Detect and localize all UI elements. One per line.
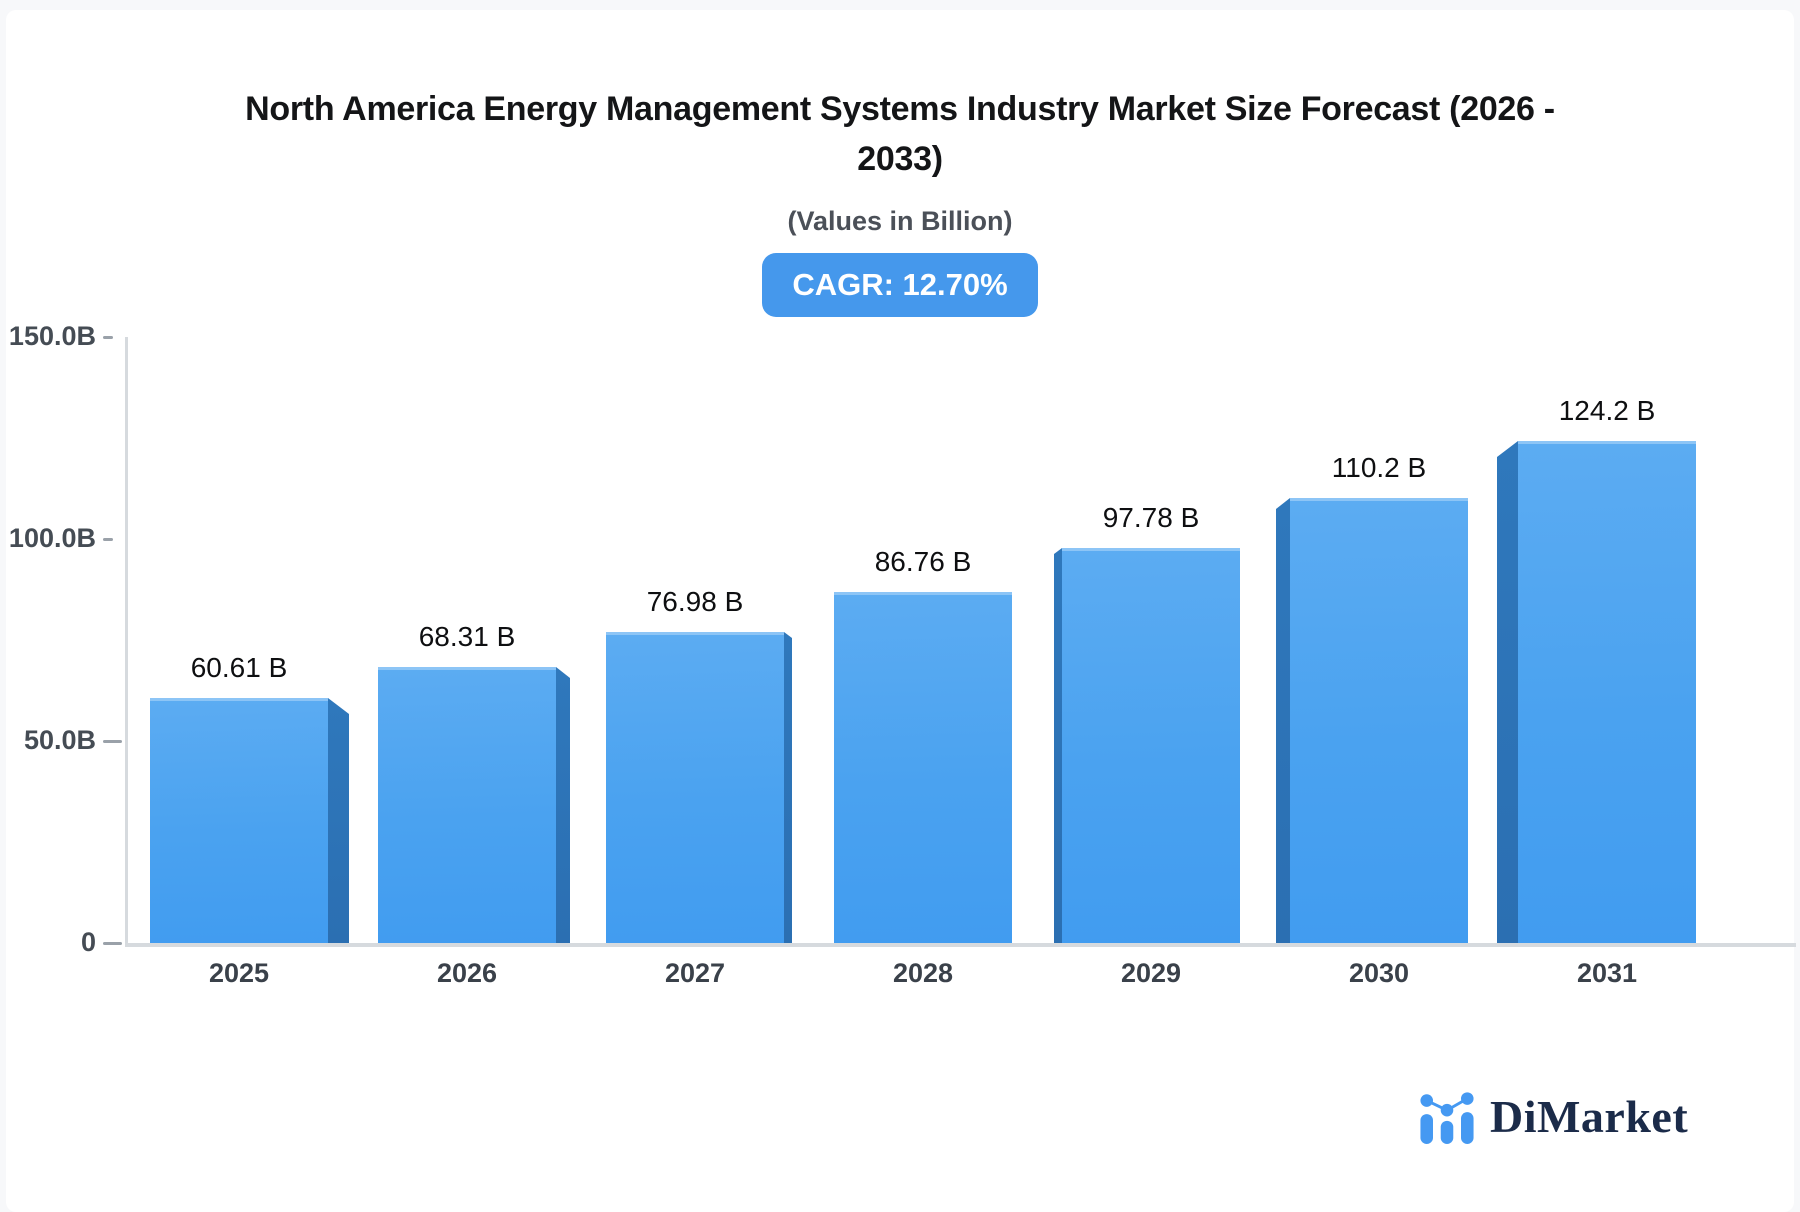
chart-header: North America Energy Management Systems … [0, 84, 1800, 317]
bar-2026[interactable] [378, 667, 556, 943]
brand-name: DiMarket [1490, 1090, 1689, 1142]
cagr-badge: CAGR: 12.70% [762, 253, 1038, 317]
y-tick-label: 50.0B [23, 725, 96, 755]
y-tick-label: 100.0B [8, 523, 96, 553]
bar-value-label: 76.98 B [646, 586, 744, 617]
y-tick [103, 336, 113, 339]
x-tick-label-2030: 2030 [1348, 958, 1410, 988]
y-tick [103, 538, 113, 541]
bar-3d-side [1497, 441, 1518, 943]
bar-2028[interactable] [834, 592, 1012, 943]
x-tick-label-2029: 2029 [1120, 958, 1182, 988]
y-tick [103, 942, 122, 945]
bar-value-label: 60.61 B [190, 652, 288, 683]
page-title-line-2: 2033) [857, 140, 943, 178]
bar-value-label: 97.78 B [1102, 502, 1200, 533]
bar-3d-side [1276, 498, 1290, 943]
bar-3d-side [784, 632, 792, 943]
bar-3d-side [1054, 548, 1062, 943]
bar-3d-side [328, 698, 349, 943]
bar-value-label: 124.2 B [1558, 395, 1656, 426]
y-tick-label: 150.0B [8, 321, 96, 351]
bar-value-label: 68.31 B [418, 621, 516, 652]
x-axis-line [125, 943, 1796, 947]
bar-value-label: 110.2 B [1331, 452, 1427, 483]
y-tick-label: 0 [80, 927, 96, 957]
x-tick-label-2028: 2028 [892, 958, 954, 988]
page-title: North America Energy Management Systems … [0, 84, 1800, 184]
bar-2031[interactable] [1518, 441, 1696, 943]
bar-2030[interactable] [1290, 498, 1468, 943]
bar-3d-side [556, 667, 570, 943]
page-title-line-1: North America Energy Management Systems … [245, 90, 1555, 128]
x-tick-label-2025: 2025 [208, 958, 270, 988]
chart-subtitle: (Values in Billion) [787, 206, 1013, 236]
bar-2025[interactable] [150, 698, 328, 943]
bar-value-label: 86.76 B [874, 546, 972, 577]
bar-chart-logo-icon [1420, 1092, 1474, 1144]
x-tick-label-2027: 2027 [664, 958, 726, 988]
x-tick-label-2031: 2031 [1576, 958, 1638, 988]
y-tick [103, 740, 122, 743]
x-tick-label-2026: 2026 [436, 958, 498, 988]
brand-logo: DiMarket [1418, 1088, 1688, 1144]
y-axis-line [125, 337, 128, 947]
bar-2027[interactable] [606, 632, 784, 943]
bar-2029[interactable] [1062, 548, 1240, 943]
